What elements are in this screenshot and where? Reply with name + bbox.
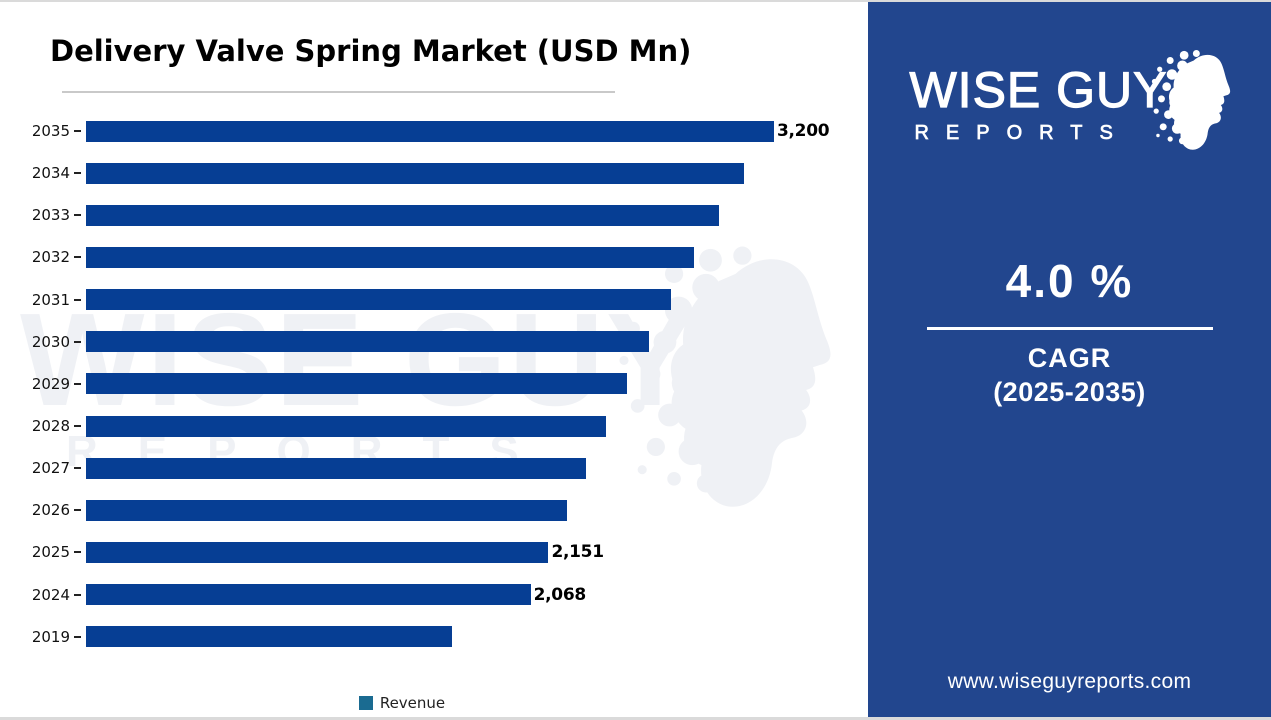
bar <box>86 626 452 648</box>
bar-row: 2028 <box>0 405 774 447</box>
bar-row: 2027 <box>0 447 774 489</box>
year-label: 2024 <box>31 585 70 604</box>
bar-value-label: 2,068 <box>533 584 587 605</box>
axis-tick <box>74 467 81 470</box>
bar-track: 2,068 <box>86 584 774 606</box>
axis-tick <box>74 635 81 638</box>
year-label: 2032 <box>31 248 70 267</box>
chart-area: WISE GUY REPORTS Delivery Valve Spring M… <box>0 34 868 712</box>
top-border <box>0 0 1271 2</box>
cagr-value: 4.0 % <box>1005 255 1134 307</box>
bar-row: 2033 <box>0 194 774 236</box>
axis-tick <box>74 172 81 175</box>
bar-value-label: 2,151 <box>551 542 604 563</box>
axis-tick <box>74 551 81 554</box>
bar-track: 3,200 <box>86 120 830 142</box>
axis-tick <box>74 256 81 259</box>
logo-text: WISE GUY REPORTS <box>909 62 1168 145</box>
legend: Revenue <box>0 694 868 712</box>
year-label: 2030 <box>31 332 70 351</box>
bar-row: 2030 <box>0 321 774 363</box>
bar-track <box>86 373 774 395</box>
axis-tick <box>74 425 81 428</box>
bar <box>86 541 549 563</box>
axis-tick <box>74 130 81 133</box>
legend-swatch <box>358 696 373 710</box>
bar-row: 2024 2,068 <box>0 574 774 616</box>
cagr-period: (2025-2035) <box>993 377 1146 407</box>
chart-title: Delivery Valve Spring Market (USD Mn) <box>50 34 692 68</box>
axis-tick <box>74 382 81 385</box>
bar <box>86 246 695 268</box>
bar-row: 2032 <box>0 236 774 278</box>
bar-value-label: 3,200 <box>777 121 830 142</box>
bar <box>86 457 587 479</box>
bar-row: 2029 <box>0 363 774 405</box>
bar-track <box>86 246 774 268</box>
bar-track <box>86 331 774 353</box>
bar <box>86 331 649 353</box>
axis-tick <box>74 214 81 217</box>
bar-rows: 2035 3,200 2034 2033 2032 2031 <box>0 110 830 658</box>
website-url: www.wiseguyreports.com <box>947 670 1192 693</box>
bar <box>86 415 607 437</box>
cagr-block: 4.0 % CAGR (2025-2035) <box>868 254 1271 408</box>
year-label: 2028 <box>31 417 70 436</box>
bar-track <box>86 204 774 226</box>
year-label: 2031 <box>31 290 70 309</box>
year-label: 2034 <box>31 164 70 183</box>
bar <box>86 584 531 606</box>
brand-logo: WISE GUY REPORTS <box>899 46 1239 164</box>
year-label: 2019 <box>31 627 70 646</box>
bar-row: 2031 <box>0 279 774 321</box>
axis-tick <box>74 340 81 343</box>
bottom-border <box>0 717 1271 720</box>
year-label: 2035 <box>31 122 70 141</box>
bar-row: 2034 <box>0 152 774 194</box>
logo-head-icon <box>1148 50 1230 150</box>
bar-row: 2019 <box>0 616 774 658</box>
bar-row: 2025 2,151 <box>0 531 774 573</box>
bar-track <box>86 415 774 437</box>
title-underline <box>62 91 615 93</box>
year-label: 2026 <box>31 501 70 520</box>
bar-track <box>86 289 774 311</box>
year-label: 2033 <box>31 206 70 225</box>
legend-label: Revenue <box>379 694 446 712</box>
cagr-divider <box>926 327 1213 330</box>
bar <box>86 499 567 521</box>
bar-row: 2035 3,200 <box>0 110 830 152</box>
bar-track <box>86 626 774 648</box>
cagr-label: CAGR <box>1027 343 1112 373</box>
axis-tick <box>74 298 81 301</box>
bar <box>86 204 719 226</box>
bar <box>86 120 774 142</box>
year-label: 2029 <box>31 374 70 393</box>
bar-row: 2026 <box>0 489 774 531</box>
sidebar: WISE GUY REPORTS 4.0 % CAGR (2025-2035) … <box>868 0 1271 720</box>
bar-track <box>86 457 774 479</box>
axis-tick <box>74 593 81 596</box>
year-label: 2027 <box>31 459 70 478</box>
bar-track <box>86 499 774 521</box>
bar <box>86 162 745 184</box>
bar-track <box>86 162 774 184</box>
axis-tick <box>74 509 81 512</box>
bar <box>86 373 627 395</box>
logo-wordmark: WISE GUY <box>909 62 1168 118</box>
bar-track: 2,151 <box>86 541 774 563</box>
bar <box>86 289 671 311</box>
year-label: 2025 <box>31 543 70 562</box>
logo-subtext: REPORTS <box>914 122 1130 145</box>
